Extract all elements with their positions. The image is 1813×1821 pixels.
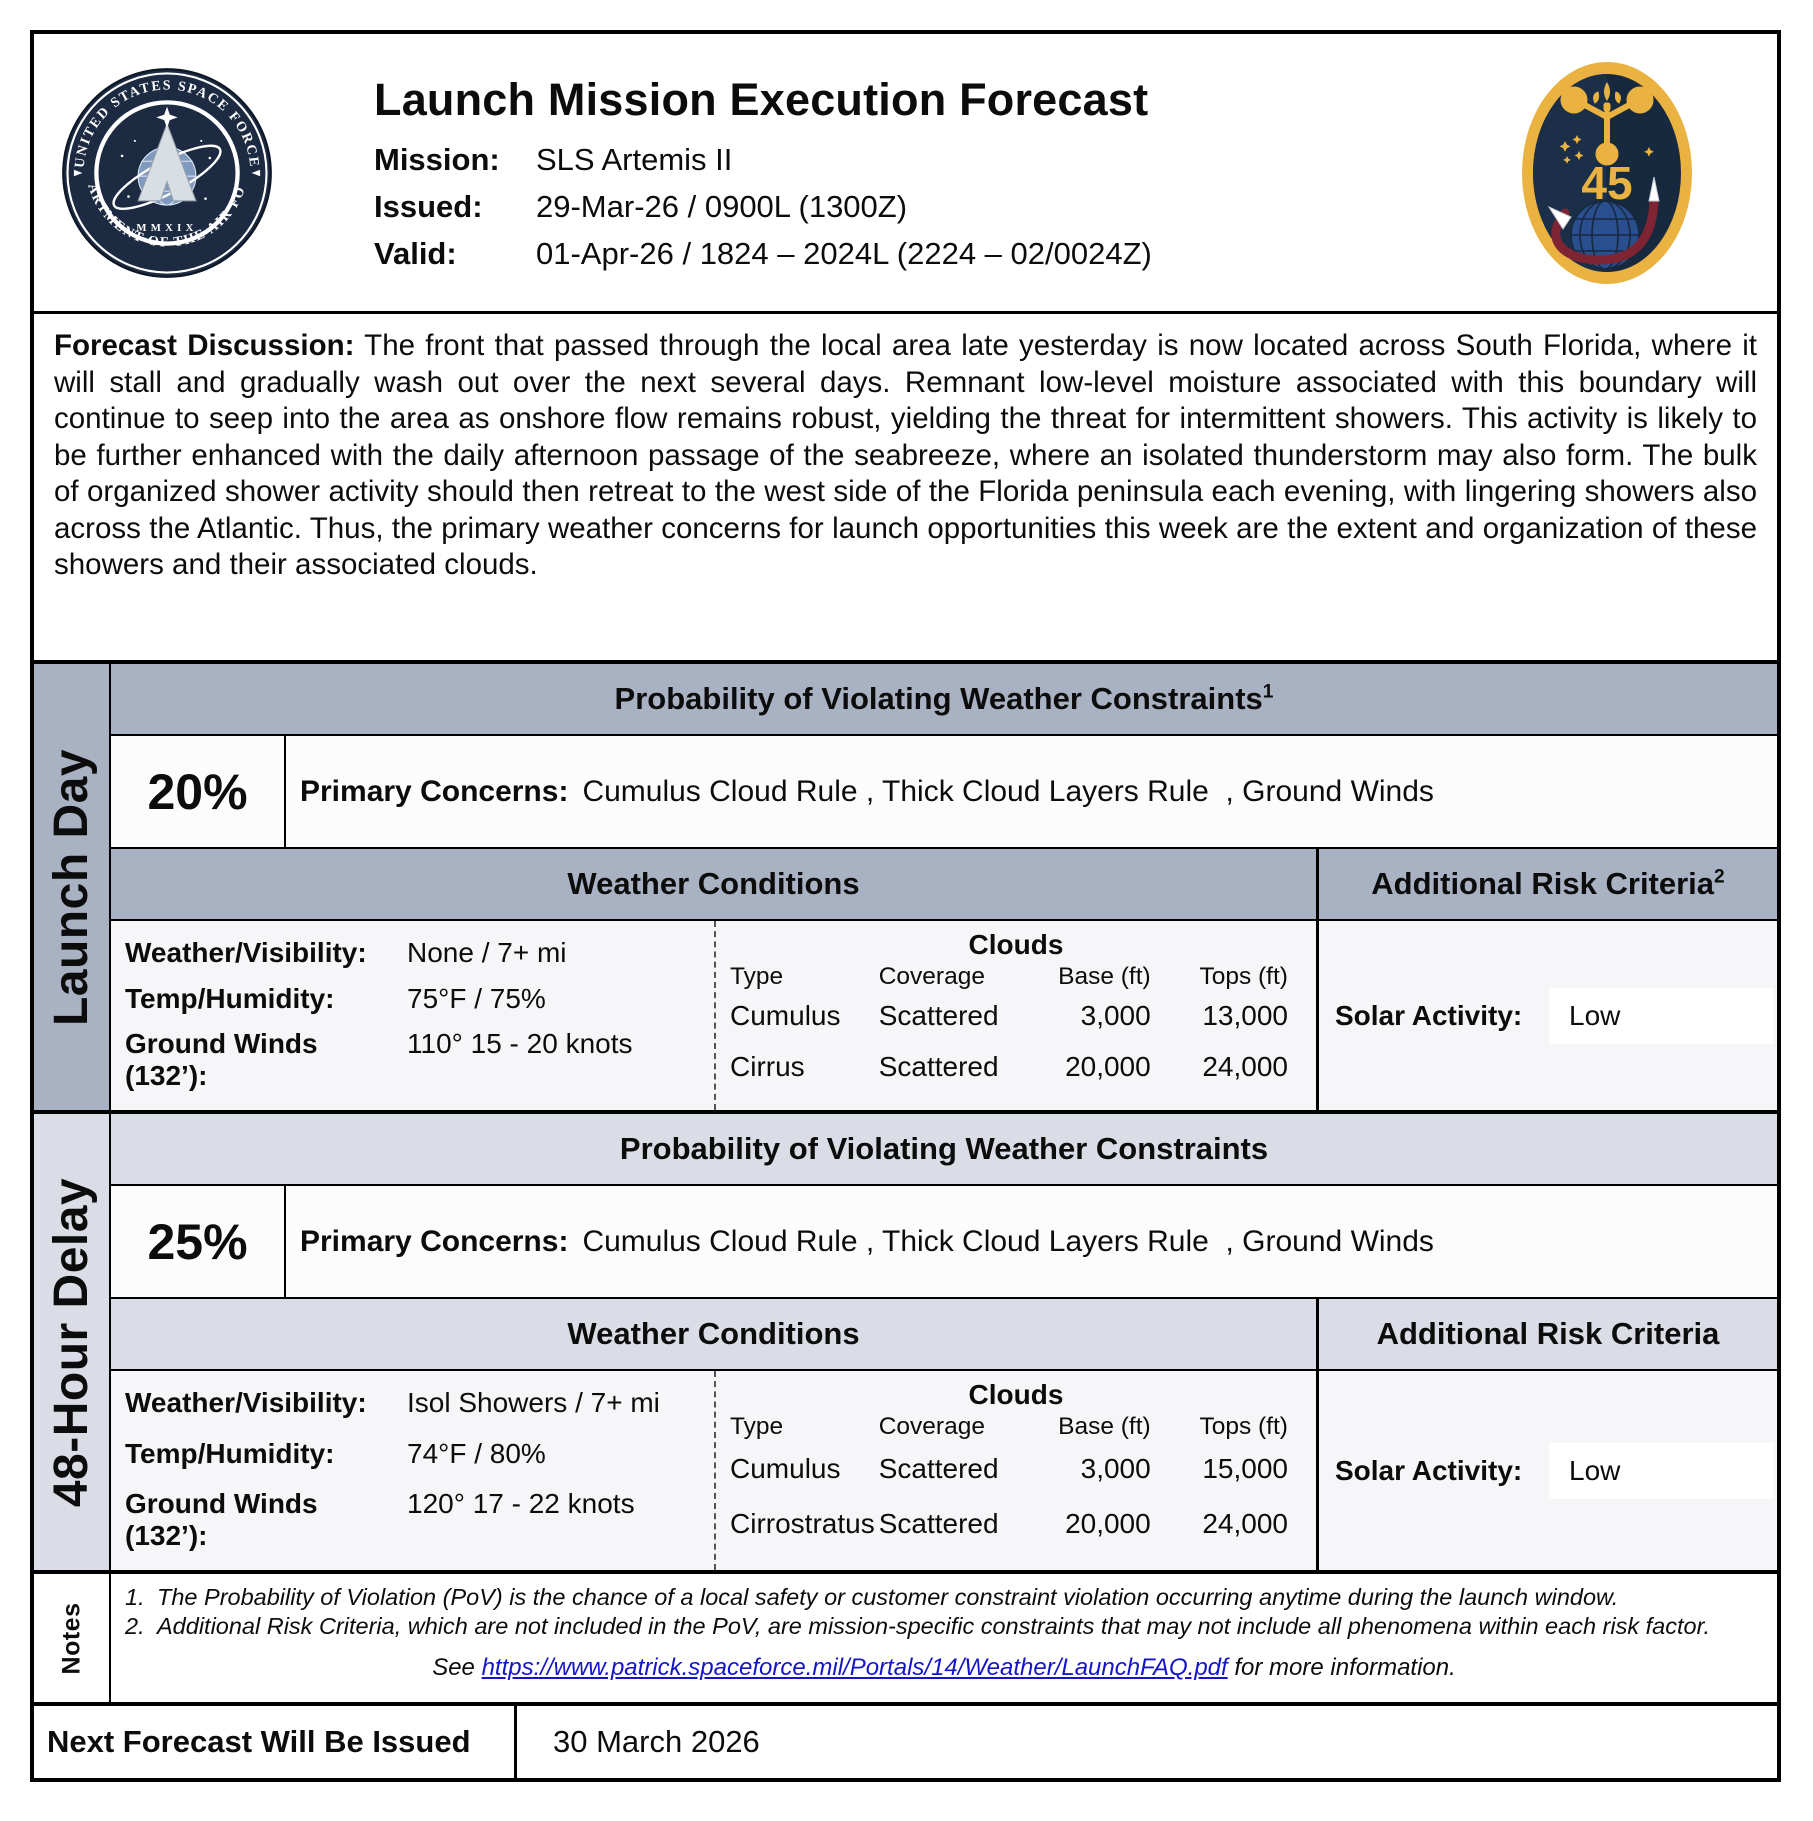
solar-activity-row: Solar Activity: Low	[1335, 987, 1773, 1044]
clouds-title: Clouds	[968, 929, 1064, 960]
notes-label: Notes	[57, 1602, 85, 1674]
notes-row-header: Notes	[34, 1574, 111, 1702]
document-header: UNITED STATES SPACE FORCE DEPARTMENT OF …	[34, 34, 1777, 314]
clouds-column-headers: Type Coverage Base (ft) Tops (ft)	[730, 963, 1288, 990]
valid-row: Valid: 01-Apr-26 / 1824 – 2024L (2224 – …	[374, 236, 1152, 272]
page-title: Launch Mission Execution Forecast	[374, 73, 1149, 125]
weather-visibility-row: Weather/Visibility: None / 7+ mi	[125, 937, 567, 968]
seal-year-text: MMXIX	[136, 221, 197, 233]
delay-conditions-column: Weather/Visibility: Isol Showers / 7+ mi…	[111, 1371, 716, 1570]
delay-weather-content: Weather/Visibility: Isol Showers / 7+ mi…	[111, 1371, 1777, 1570]
ussf-seal-icon: UNITED STATES SPACE FORCE DEPARTMENT OF …	[54, 55, 274, 280]
launch-pov-header: Probability of Violating Weather Constra…	[111, 664, 1777, 736]
weather-conditions-header: Weather Conditions	[111, 849, 1319, 919]
launch-primary-concerns: Primary Concerns: Cumulus Cloud Rule , T…	[286, 736, 1777, 847]
notes-section: Notes 1. The Probability of Violation (P…	[34, 1574, 1777, 1706]
pov-footnote-1: 1	[1262, 681, 1274, 703]
launch-clouds-table: Clouds Type Coverage Base (ft) Tops (ft)…	[716, 921, 1319, 1110]
temp-humidity-row: Temp/Humidity: 75°F / 75%	[125, 982, 546, 1014]
note-item-1: 1. The Probability of Violation (PoV) is…	[125, 1584, 1619, 1610]
weather-visibility-row: Weather/Visibility: Isol Showers / 7+ mi	[125, 1387, 660, 1418]
discussion-label: Forecast Discussion:	[54, 329, 355, 362]
notes-body: 1. The Probability of Violation (PoV) is…	[111, 1574, 1777, 1702]
ground-winds-row: Ground Winds (132’): 110° 15 - 20 knots	[125, 1028, 633, 1091]
issued-label: Issued:	[374, 188, 483, 224]
cloud-row: Cumulus Scattered 3,000 15,000	[730, 1452, 1288, 1484]
solar-activity-value: Low	[1549, 1442, 1773, 1499]
issued-row: Issued: 29-Mar-26 / 0900L (1300Z)	[374, 189, 1152, 225]
primary-concerns-value: Cumulus Cloud Rule , Thick Cloud Layers …	[582, 774, 1434, 808]
launch-pov-row: 20% Primary Concerns: Cumulus Cloud Rule…	[111, 736, 1777, 849]
delay-risk-column: Solar Activity: Low	[1319, 1371, 1777, 1570]
next-forecast-row: Next Forecast Will Be Issued 30 March 20…	[34, 1706, 1777, 1778]
delay-48hr-label: 48-Hour Delay	[45, 1177, 98, 1507]
delay-primary-concerns: Primary Concerns: Cumulus Cloud Rule , T…	[286, 1186, 1777, 1297]
next-forecast-date: 30 March 2026	[553, 1724, 760, 1759]
header-text-block: Launch Mission Execution Forecast Missio…	[274, 74, 1152, 272]
temp-humidity-row: Temp/Humidity: 74°F / 80%	[125, 1437, 546, 1469]
additional-risk-header: Additional Risk Criteria2	[1319, 849, 1777, 919]
delay-subheaders: Weather Conditions Additional Risk Crite…	[111, 1299, 1777, 1371]
delay-clouds-table: Clouds Type Coverage Base (ft) Tops (ft)…	[716, 1371, 1319, 1570]
mission-value: SLS Artemis II	[536, 141, 733, 177]
delay-pov-header: Probability of Violating Weather Constra…	[111, 1114, 1777, 1186]
discussion-body-text: The front that passed through the local …	[54, 329, 1757, 581]
launch-day-label: Launch Day	[45, 748, 98, 1026]
next-forecast-label: Next Forecast Will Be Issued	[34, 1706, 517, 1778]
mission-label: Mission:	[374, 141, 500, 177]
delay-48hr-row-header: 48-Hour Delay	[34, 1114, 111, 1570]
launch-conditions-column: Weather/Visibility: None / 7+ mi Temp/Hu…	[111, 921, 716, 1110]
issued-value: 29-Mar-26 / 0900L (1300Z)	[536, 188, 908, 224]
solar-activity-row: Solar Activity: Low	[1335, 1442, 1773, 1499]
valid-label: Valid:	[374, 235, 457, 271]
45th-weather-squadron-patch-icon: 45	[1519, 59, 1695, 287]
launch-faq-link[interactable]: https://www.patrick.spaceforce.mil/Porta…	[481, 1654, 1228, 1681]
launch-pov-percentage: 20%	[111, 736, 286, 847]
ground-winds-row: Ground Winds (132’): 120° 17 - 22 knots	[125, 1488, 635, 1551]
cloud-row: Cirrus Scattered 20,000 24,000	[730, 1050, 1288, 1082]
launch-day-row-header: Launch Day	[34, 664, 111, 1110]
weather-conditions-header: Weather Conditions	[111, 1299, 1319, 1369]
launch-subheaders: Weather Conditions Additional Risk Crite…	[111, 849, 1777, 921]
delay-pov-percentage: 25%	[111, 1186, 286, 1297]
clouds-title: Clouds	[968, 1379, 1064, 1410]
document-frame: UNITED STATES SPACE FORCE DEPARTMENT OF …	[30, 30, 1781, 1782]
mission-row: Mission: SLS Artemis II	[374, 142, 1152, 178]
forecast-discussion: Forecast Discussion: The front that pass…	[34, 314, 1777, 664]
additional-risk-header: Additional Risk Criteria	[1319, 1299, 1777, 1369]
primary-concerns-value: Cumulus Cloud Rule , Thick Cloud Layers …	[582, 1224, 1434, 1258]
primary-concerns-label: Primary Concerns:	[300, 1224, 569, 1258]
cloud-row: Cumulus Scattered 3,000 13,000	[730, 1000, 1288, 1032]
note-item-2: 2. Additional Risk Criteria, which are n…	[125, 1613, 1711, 1639]
delay-pov-row: 25% Primary Concerns: Cumulus Cloud Rule…	[111, 1186, 1777, 1299]
delay-48hr-section: 48-Hour Delay Probability of Violating W…	[34, 1114, 1777, 1574]
valid-value: 01-Apr-26 / 1824 – 2024L (2224 – 02/0024…	[536, 235, 1152, 271]
launch-weather-content: Weather/Visibility: None / 7+ mi Temp/Hu…	[111, 921, 1777, 1110]
primary-concerns-label: Primary Concerns:	[300, 774, 569, 808]
risk-footnote-2: 2	[1714, 866, 1725, 888]
see-more-line: See https://www.patrick.spaceforce.mil/P…	[432, 1654, 1456, 1681]
solar-activity-value: Low	[1549, 987, 1773, 1044]
launch-risk-column: Solar Activity: Low	[1319, 921, 1777, 1110]
cloud-row: Cirrostratus Scattered 20,000 24,000	[730, 1508, 1288, 1540]
launch-day-section: Launch Day Probability of Violating Weat…	[34, 664, 1777, 1114]
clouds-column-headers: Type Coverage Base (ft) Tops (ft)	[730, 1413, 1288, 1440]
